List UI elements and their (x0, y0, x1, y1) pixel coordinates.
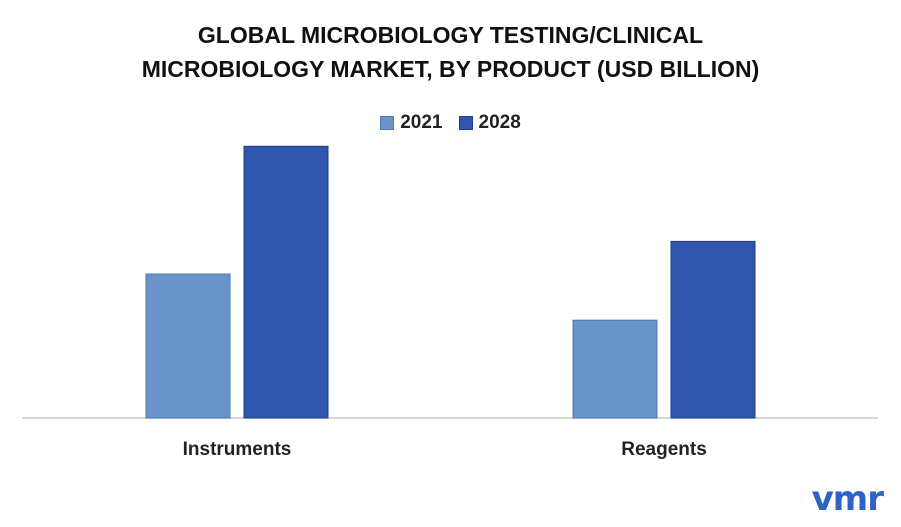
chart-legend: 2021 2028 (0, 112, 901, 134)
chart-title-line-1: GLOBAL MICROBIOLOGY TESTING/CLINICAL (197, 22, 704, 48)
chart-title: GLOBAL MICROBIOLOGY TESTING/CLINICAL MIC… (0, 18, 901, 86)
legend-label-2028: 2028 (478, 112, 521, 133)
legend-swatch-2028 (458, 116, 473, 130)
legend-swatch-2021 (380, 116, 395, 130)
bar-instruments-2028 (243, 145, 329, 419)
x-tick-label-reagents: Reagents (621, 439, 707, 460)
legend-item-2028: 2028 (458, 112, 521, 134)
bar-reagents-2021 (572, 319, 658, 419)
chart-title-line-2: MICROBIOLOGY MARKET, BY PRODUCT (USD BIL… (141, 56, 760, 82)
vmr-logo: vmr (811, 479, 884, 519)
bar-instruments-2021 (145, 273, 231, 419)
x-tick-label-instruments: Instruments (183, 439, 292, 460)
bar-reagents-2028 (670, 240, 756, 419)
legend-label-2021: 2021 (400, 112, 443, 133)
legend-item-2021: 2021 (380, 112, 443, 134)
